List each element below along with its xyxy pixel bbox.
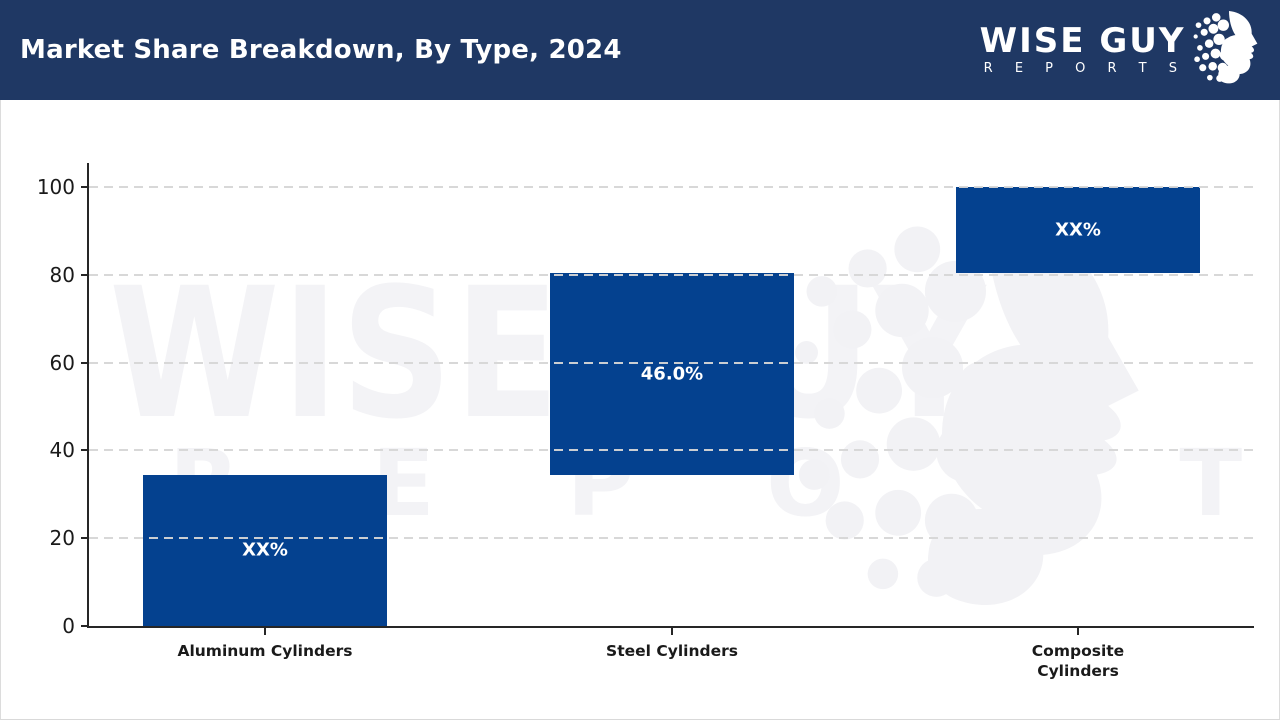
- y-tick-label: 60: [49, 350, 75, 375]
- x-tick-mark: [671, 628, 673, 635]
- gridline: [89, 273, 1254, 276]
- y-tick-mark: [81, 273, 88, 276]
- y-tick-mark: [81, 449, 88, 452]
- y-tick-label: 20: [49, 526, 75, 551]
- y-tick-label: 0: [62, 614, 75, 638]
- chart-title: Market Share Breakdown, By Type, 2024: [20, 35, 622, 65]
- x-tick-mark: [1077, 628, 1079, 635]
- chart-canvas: WISE GUY R E P O R T S 020406080100XX%46…: [0, 100, 1280, 720]
- category-label: Steel Cylinders: [606, 642, 738, 660]
- y-tick-label: 100: [36, 175, 75, 199]
- bar-segment: [550, 272, 794, 475]
- y-tick-label: 40: [49, 438, 75, 463]
- category-label: Composite Cylinders: [1031, 642, 1125, 680]
- wiseguy-face-icon: [1190, 7, 1268, 93]
- brand-logo-text: WISE GUY R E P O R T S: [980, 24, 1186, 76]
- brand-name: WISE GUY: [979, 21, 1186, 61]
- plot-area: 0 20 40 60 80 100 XX% 46.0% XX% Aluminum Cylinder…: [1, 100, 1279, 719]
- x-axis-line: [87, 626, 1254, 628]
- brand-logo: WISE GUY R E P O R T S: [980, 7, 1268, 93]
- bar-value-label: XX%: [1055, 219, 1101, 241]
- y-tick-mark: [81, 186, 88, 188]
- y-tick-mark: [81, 625, 88, 627]
- x-tick-mark: [264, 628, 266, 635]
- bar-segment: [143, 474, 387, 626]
- gridline: [89, 537, 1254, 540]
- gridline: [89, 449, 1254, 452]
- y-tick-mark: [81, 537, 88, 540]
- gridline: [89, 186, 1254, 188]
- gridline: [89, 361, 1254, 364]
- header-bar: Market Share Breakdown, By Type, 2024 WI…: [0, 0, 1280, 100]
- y-tick-mark: [81, 361, 88, 364]
- y-axis-line: [87, 163, 89, 628]
- y-tick-label: 80: [49, 262, 75, 287]
- category-label: Aluminum Cylinders: [177, 642, 353, 660]
- bar-segment: [956, 187, 1200, 273]
- bar-value-label: XX%: [242, 539, 288, 561]
- bar-value-label: 46.0%: [640, 363, 704, 385]
- brand-subtitle: R E P O R T S: [983, 61, 1186, 76]
